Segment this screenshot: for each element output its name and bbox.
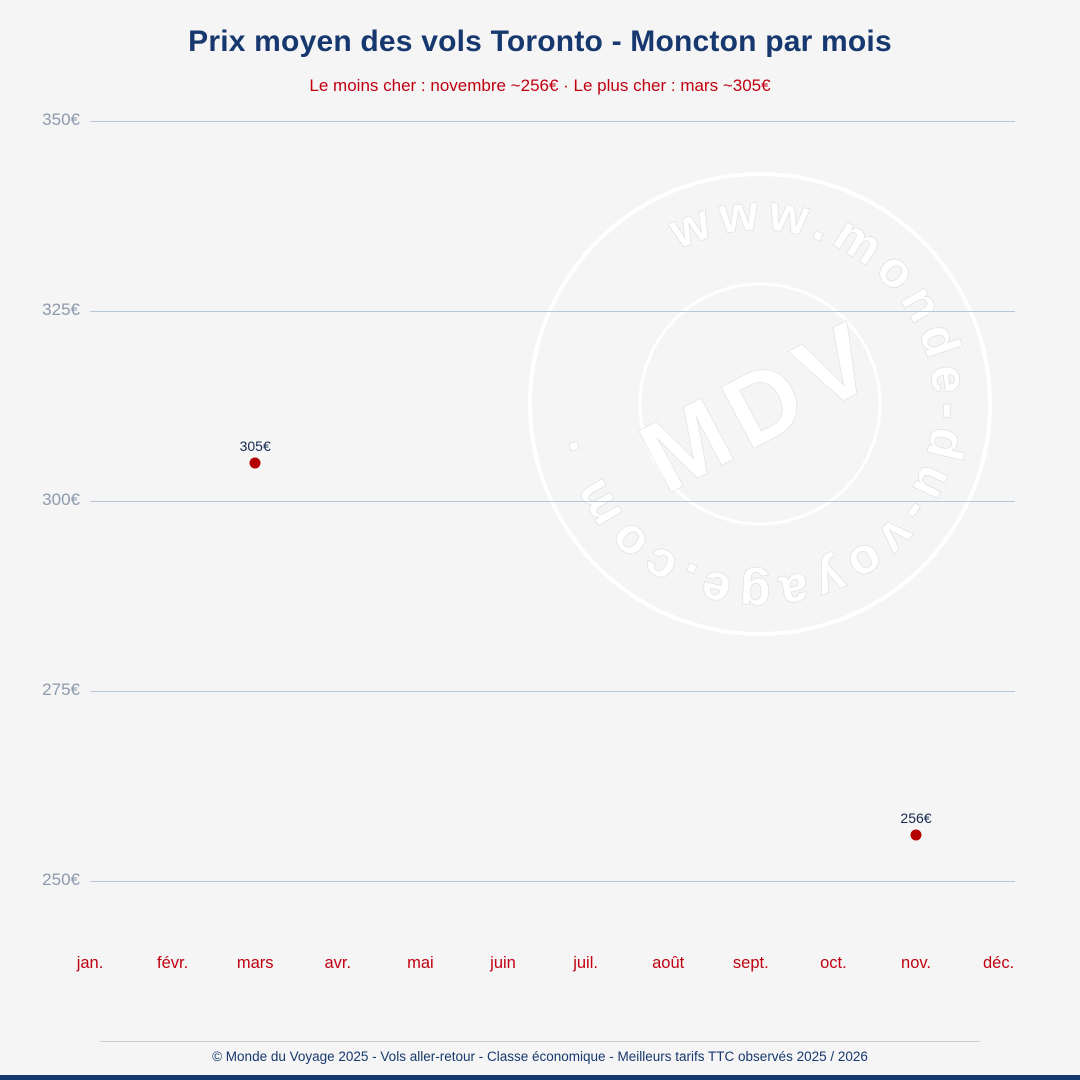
gridline xyxy=(90,691,1015,692)
x-axis-month-label: juil. xyxy=(573,954,598,972)
x-axis-month-label: févr. xyxy=(157,954,189,972)
x-axis-month-label: déc. xyxy=(983,954,1015,972)
x-axis-month-label: mai xyxy=(407,954,434,972)
watermark-inner-ring xyxy=(638,282,882,526)
y-axis-tick-label: 250€ xyxy=(42,870,80,889)
y-axis-tick-label: 300€ xyxy=(42,490,80,509)
y-axis-tick-label: 275€ xyxy=(42,680,80,699)
footer-text: © Monde du Voyage 2025 - Vols aller-reto… xyxy=(212,1049,868,1064)
watermark-outer-ring xyxy=(528,171,992,636)
gridline xyxy=(90,501,1015,502)
x-axis-month-label: juin xyxy=(490,954,516,972)
gridline xyxy=(90,881,1015,882)
x-axis-month-label: août xyxy=(652,954,685,972)
x-axis-month-label: avr. xyxy=(324,954,352,972)
data-point-label: 256€ xyxy=(900,810,932,827)
gridline xyxy=(90,311,1015,312)
y-axis-tick-label: 350€ xyxy=(42,110,80,129)
x-axis-month-label: jan. xyxy=(76,954,104,972)
x-axis-month-label: nov. xyxy=(901,954,931,972)
data-point-label: 305€ xyxy=(239,438,271,454)
data-point xyxy=(910,829,922,841)
footer-divider xyxy=(100,1041,980,1042)
x-axis-month-label: mars xyxy=(236,954,274,972)
page-title: Prix moyen des vols Toronto - Moncton pa… xyxy=(188,25,892,58)
bottom-accent-bar xyxy=(0,1075,1080,1080)
data-point xyxy=(249,457,261,469)
x-axis-month-label: oct. xyxy=(820,954,847,972)
watermark-stamp: www.monde-du-voyage.com · MDV xyxy=(518,162,1002,646)
x-axis-month-label: sept. xyxy=(732,954,769,972)
gridline xyxy=(90,121,1015,122)
y-axis-tick-label: 325€ xyxy=(42,300,80,319)
chart-subtitle: Le moins cher : novembre ~256€ · Le plus… xyxy=(309,76,771,95)
